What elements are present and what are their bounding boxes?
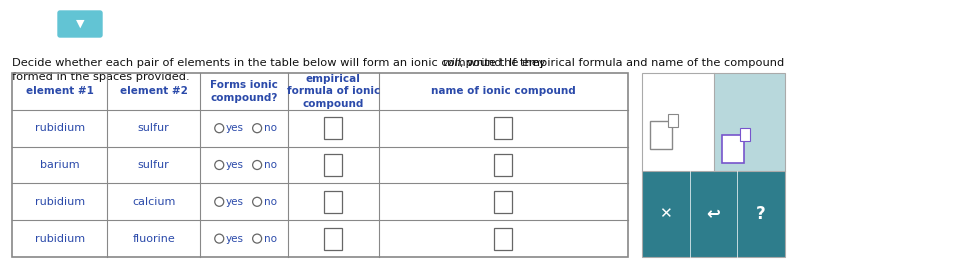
Bar bbox=[324, 154, 343, 176]
Bar bbox=[12, 73, 628, 257]
Bar bbox=[642, 170, 689, 257]
Bar bbox=[495, 154, 512, 176]
Text: yes: yes bbox=[226, 234, 244, 244]
Bar bbox=[495, 191, 512, 213]
Text: yes: yes bbox=[226, 160, 244, 170]
Text: rubidium: rubidium bbox=[35, 234, 85, 244]
Text: Forms ionic
compound?: Forms ionic compound? bbox=[210, 80, 278, 103]
Text: rubidium: rubidium bbox=[35, 197, 85, 207]
Bar bbox=[713, 73, 785, 170]
Text: ✕: ✕ bbox=[659, 206, 672, 221]
Text: , write the empirical formula and name of the compound: , write the empirical formula and name o… bbox=[460, 58, 784, 68]
Circle shape bbox=[253, 197, 261, 206]
Text: empirical
formula of ionic
compound: empirical formula of ionic compound bbox=[287, 74, 379, 109]
Circle shape bbox=[215, 124, 224, 133]
Bar bbox=[650, 121, 672, 149]
Text: calcium: calcium bbox=[132, 197, 175, 207]
Bar bbox=[324, 191, 343, 213]
Text: will: will bbox=[441, 58, 461, 68]
Text: element #1: element #1 bbox=[26, 86, 94, 96]
Text: no: no bbox=[263, 123, 277, 133]
Circle shape bbox=[215, 234, 224, 243]
Bar bbox=[642, 73, 785, 257]
Text: sulfur: sulfur bbox=[137, 123, 169, 133]
Bar bbox=[738, 170, 785, 257]
Text: yes: yes bbox=[226, 123, 244, 133]
Text: name of ionic compound: name of ionic compound bbox=[431, 86, 576, 96]
Text: barium: barium bbox=[40, 160, 79, 170]
Circle shape bbox=[253, 124, 261, 133]
Circle shape bbox=[253, 234, 261, 243]
Bar bbox=[495, 117, 512, 139]
FancyBboxPatch shape bbox=[58, 11, 102, 37]
Bar bbox=[324, 117, 343, 139]
Circle shape bbox=[215, 161, 224, 170]
Text: ?: ? bbox=[756, 205, 766, 223]
Bar bbox=[642, 73, 713, 170]
Bar bbox=[740, 127, 749, 140]
Text: ▼: ▼ bbox=[76, 19, 84, 29]
Text: rubidium: rubidium bbox=[35, 123, 85, 133]
Text: Decide whether each pair of elements in the table below will form an ionic compo: Decide whether each pair of elements in … bbox=[12, 58, 549, 68]
Text: no: no bbox=[263, 197, 277, 207]
Circle shape bbox=[215, 197, 224, 206]
Text: no: no bbox=[263, 160, 277, 170]
Bar bbox=[495, 228, 512, 250]
Text: sulfur: sulfur bbox=[137, 160, 169, 170]
Bar bbox=[689, 170, 738, 257]
Text: yes: yes bbox=[226, 197, 244, 207]
Text: ↩: ↩ bbox=[707, 205, 720, 223]
Bar bbox=[668, 114, 678, 127]
Bar bbox=[324, 228, 343, 250]
Text: formed in the spaces provided.: formed in the spaces provided. bbox=[12, 72, 190, 82]
Text: no: no bbox=[263, 234, 277, 244]
Bar bbox=[721, 135, 743, 163]
Circle shape bbox=[253, 161, 261, 170]
Text: fluorine: fluorine bbox=[133, 234, 175, 244]
Text: element #2: element #2 bbox=[120, 86, 188, 96]
